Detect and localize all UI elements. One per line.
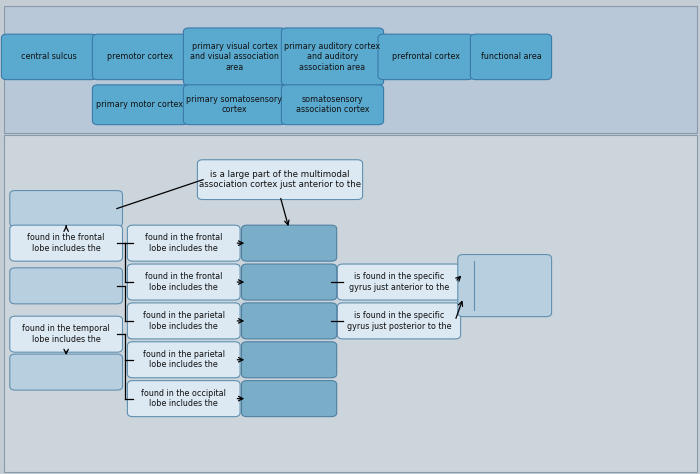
Text: found in the parietal
lobe includes the: found in the parietal lobe includes the — [143, 311, 225, 330]
Text: found in the frontal
lobe includes the: found in the frontal lobe includes the — [145, 234, 223, 253]
FancyBboxPatch shape — [10, 191, 122, 227]
FancyBboxPatch shape — [127, 225, 240, 261]
FancyBboxPatch shape — [127, 303, 240, 339]
FancyBboxPatch shape — [281, 85, 384, 125]
FancyBboxPatch shape — [127, 264, 240, 300]
Text: central sulcus: central sulcus — [21, 53, 77, 61]
FancyBboxPatch shape — [241, 381, 337, 417]
Text: found in the frontal
lobe includes the: found in the frontal lobe includes the — [27, 234, 105, 253]
FancyBboxPatch shape — [10, 225, 122, 261]
Text: primary somatosensory
cortex: primary somatosensory cortex — [186, 95, 283, 114]
Text: is found in the specific
gyrus just anterior to the: is found in the specific gyrus just ante… — [349, 273, 449, 292]
FancyBboxPatch shape — [183, 85, 286, 125]
Text: primary motor cortex: primary motor cortex — [97, 100, 183, 109]
FancyBboxPatch shape — [10, 316, 122, 352]
Bar — [4, 135, 696, 472]
FancyBboxPatch shape — [127, 381, 240, 417]
Bar — [4, 6, 696, 133]
FancyBboxPatch shape — [470, 34, 552, 80]
FancyBboxPatch shape — [92, 85, 188, 125]
Text: somatosensory
association cortex: somatosensory association cortex — [295, 95, 370, 114]
FancyBboxPatch shape — [458, 255, 552, 317]
Text: found in the occipital
lobe includes the: found in the occipital lobe includes the — [141, 389, 226, 408]
FancyBboxPatch shape — [10, 354, 122, 390]
Text: functional area: functional area — [481, 53, 541, 61]
Text: is a large part of the multimodal
association cortex just anterior to the: is a large part of the multimodal associ… — [199, 170, 361, 189]
FancyBboxPatch shape — [337, 303, 461, 339]
Text: found in the parietal
lobe includes the: found in the parietal lobe includes the — [143, 350, 225, 369]
FancyBboxPatch shape — [241, 303, 337, 339]
Text: is found in the specific
gyrus just posterior to the: is found in the specific gyrus just post… — [346, 311, 452, 330]
FancyBboxPatch shape — [127, 342, 240, 378]
FancyBboxPatch shape — [241, 225, 337, 261]
FancyBboxPatch shape — [378, 34, 473, 80]
Text: found in the frontal
lobe includes the: found in the frontal lobe includes the — [145, 273, 223, 292]
FancyBboxPatch shape — [183, 28, 286, 85]
Text: primary visual cortex
and visual association
area: primary visual cortex and visual associa… — [190, 42, 279, 72]
FancyBboxPatch shape — [241, 264, 337, 300]
FancyBboxPatch shape — [337, 264, 461, 300]
FancyBboxPatch shape — [197, 160, 363, 200]
Text: premotor cortex: premotor cortex — [107, 53, 173, 61]
Text: prefrontal cortex: prefrontal cortex — [391, 53, 460, 61]
FancyBboxPatch shape — [281, 28, 384, 85]
FancyBboxPatch shape — [1, 34, 97, 80]
FancyBboxPatch shape — [241, 342, 337, 378]
Text: primary auditory cortex
and auditory
association area: primary auditory cortex and auditory ass… — [284, 42, 381, 72]
Text: found in the temporal
lobe includes the: found in the temporal lobe includes the — [22, 325, 110, 344]
FancyBboxPatch shape — [92, 34, 188, 80]
FancyBboxPatch shape — [10, 268, 122, 304]
